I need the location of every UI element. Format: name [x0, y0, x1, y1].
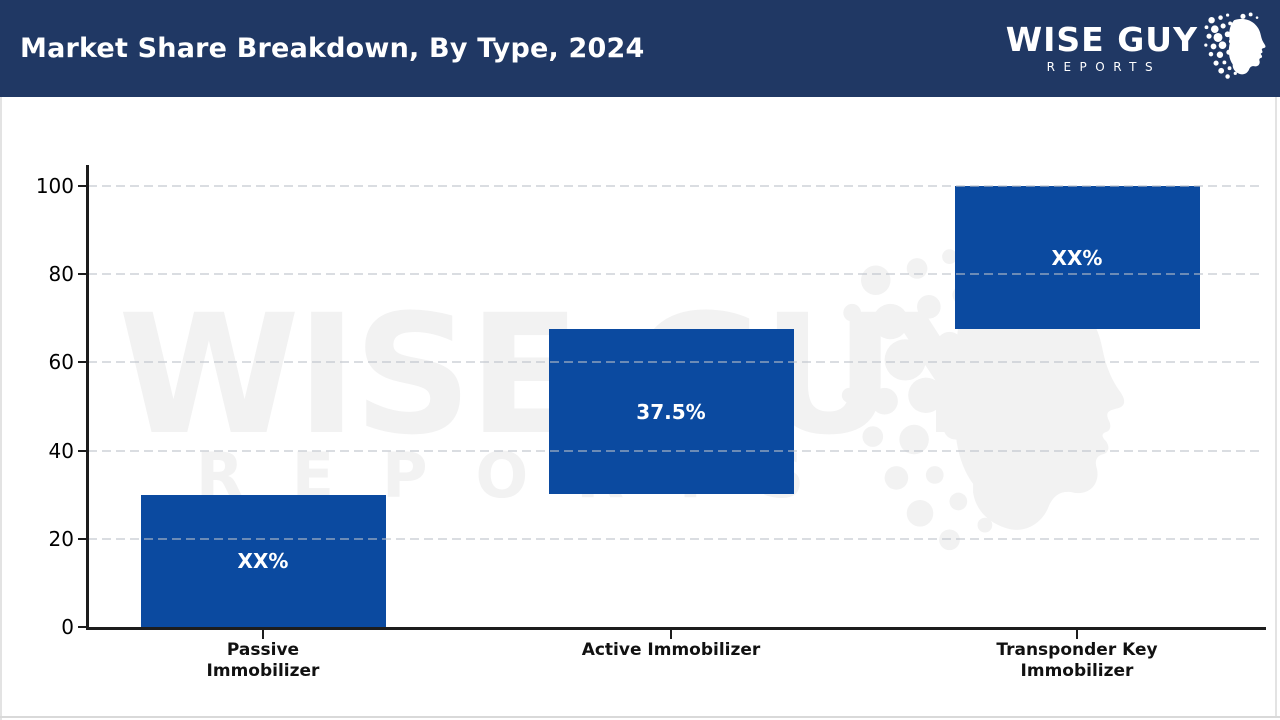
logo-head-dots-icon — [1204, 12, 1266, 79]
y-tick-label-20: 20 — [48, 527, 74, 551]
bar-value-label: XX% — [237, 549, 289, 573]
y-tick-20 — [78, 538, 87, 540]
x-axis-line — [86, 627, 1266, 630]
x-tick-3 — [1076, 630, 1078, 639]
y-tick-label-80: 80 — [48, 262, 74, 286]
gridline-20 — [88, 538, 1264, 540]
page-left-border — [0, 97, 2, 720]
gridline-60 — [88, 361, 1264, 363]
category-label-3: Transponder Key Immobilizer — [996, 640, 1158, 681]
bar-value-label: 37.5% — [636, 399, 706, 424]
y-tick-80 — [78, 273, 87, 275]
page-bottom-border — [0, 716, 1280, 718]
y-tick-label-60: 60 — [48, 350, 74, 374]
bar-3: XX% — [954, 186, 1200, 329]
header-bar: Market Share Breakdown, By Type, 2024 WI… — [0, 0, 1280, 97]
y-tick-100 — [78, 185, 87, 187]
brand-logo: WISE GUY REPORTS — [1006, 8, 1266, 90]
gridline-80 — [88, 273, 1264, 275]
bar-2: 37.5% — [548, 329, 794, 494]
x-tick-1 — [262, 630, 264, 639]
page-right-border — [1275, 97, 1277, 718]
logo-sub-text: REPORTS — [1046, 60, 1162, 74]
y-axis-line — [86, 165, 89, 629]
gridline-100 — [88, 185, 1264, 187]
chart-title: Market Share Breakdown, By Type, 2024 — [20, 33, 645, 64]
y-tick-label-0: 0 — [61, 615, 74, 639]
y-tick-label-100: 100 — [35, 174, 74, 198]
logo-brand-text: WISE GUY — [1005, 20, 1198, 59]
y-tick-0 — [78, 626, 87, 628]
y-tick-40 — [78, 450, 87, 452]
y-tick-label-40: 40 — [48, 439, 74, 463]
gridline-40 — [88, 450, 1264, 452]
y-tick-60 — [78, 361, 87, 363]
category-label-1: Passive Immobilizer — [206, 640, 320, 681]
category-label-2: Active Immobilizer — [581, 640, 761, 660]
x-tick-2 — [670, 630, 672, 639]
bar-1: XX% — [140, 495, 386, 627]
bar-value-label: XX% — [1051, 245, 1103, 270]
